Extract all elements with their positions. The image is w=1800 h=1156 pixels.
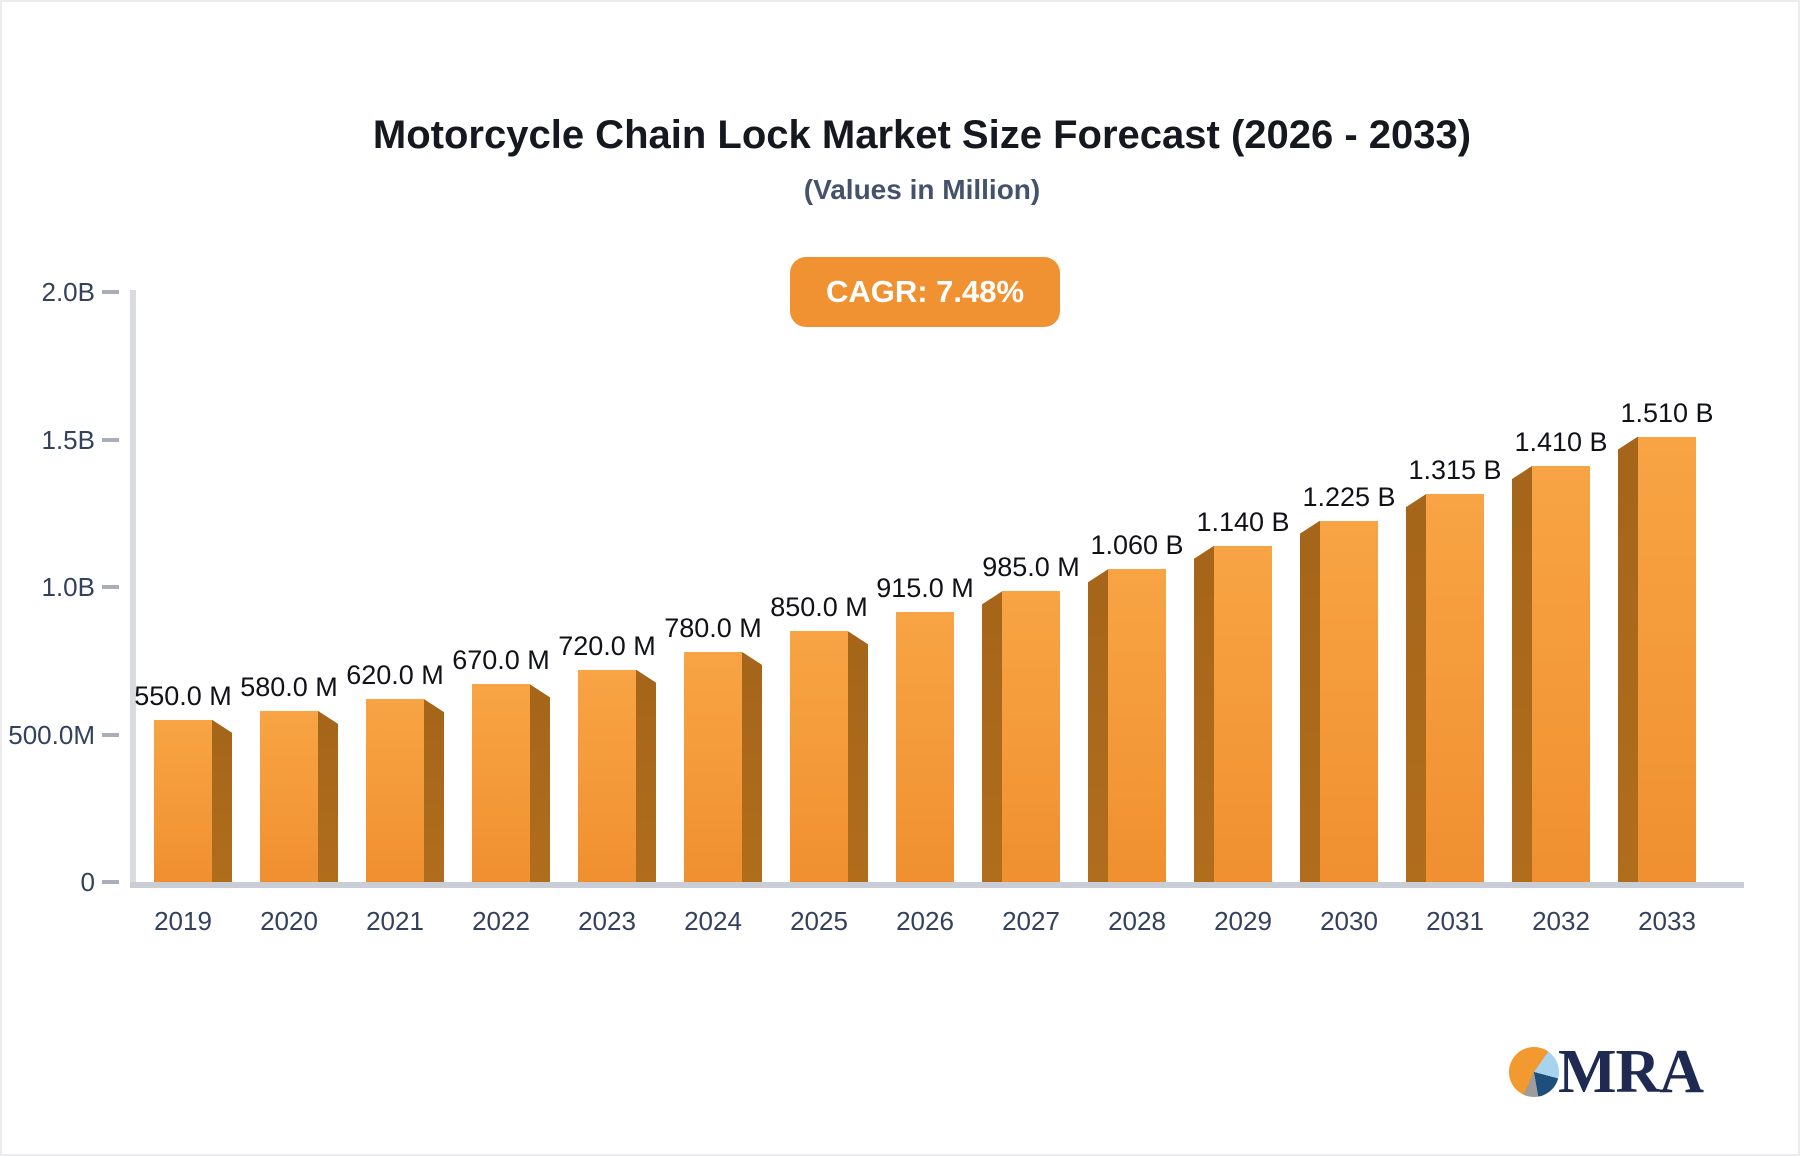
y-tick-dash [102,290,119,294]
pie-chart-icon [1509,1047,1559,1097]
x-axis-label-2031: 2031 [1426,906,1484,936]
bar-value-label: 670.0 M [452,645,550,676]
brand-logo: MRA [1506,1038,1706,1106]
bar-side-face [982,591,1002,882]
x-axis-label-2025: 2025 [790,906,848,936]
bar-side-face [1088,569,1108,882]
bar-2031 [1426,494,1484,882]
x-axis-label-2027: 2027 [1002,906,1060,936]
bar-value-label: 1.410 B [1514,427,1608,458]
bar-2029 [1214,545,1272,882]
x-axis-label-2033: 2033 [1638,906,1696,936]
bar-side-face [1512,466,1532,882]
bar-value-label: 985.0 M [982,552,1080,583]
bar-value-label: 780.0 M [664,612,762,643]
x-axis-label-2020: 2020 [260,906,318,936]
x-axis-label-2019: 2019 [154,906,212,936]
bar-2022 [472,684,530,882]
chart-subtitle: (Values in Million) [803,174,1041,205]
bar-value-label: 1.225 B [1302,481,1396,512]
x-axis-label-2024: 2024 [684,906,742,936]
bar-side-face [212,719,232,882]
cagr-badge-label: CAGR: 7.48% [825,274,1025,309]
bar-2027 [1002,591,1060,882]
bar-side-face [848,631,868,882]
bar-side-face [530,684,550,882]
bar-2020 [260,710,318,882]
y-tick-label: 1.5B [41,424,96,455]
cagr-badge: CAGR: 7.48% [790,257,1060,327]
y-tick-label: 0 [80,867,95,897]
bar-value-label: 1.060 B [1090,530,1184,561]
bar-side-face [1300,520,1320,882]
y-tick-dash [102,585,119,589]
bar-value-label: 1.140 B [1196,506,1290,537]
x-axis-label-2028: 2028 [1108,906,1166,936]
bar-2030 [1320,520,1378,882]
bar-side-face [742,651,762,882]
bar-2019 [154,719,212,882]
bar-2024 [684,651,742,882]
x-axis-label-2023: 2023 [578,906,636,936]
y-tick-label: 1.0B [41,572,96,602]
bar-side-face [1406,494,1426,882]
bar-2021 [366,699,424,882]
bar-value-label: 1.315 B [1408,455,1502,486]
x-axis-label-2021: 2021 [366,906,424,936]
x-axis-label-2026: 2026 [896,906,954,936]
y-tick-dash [102,437,119,442]
bar-value-label: 550.0 M [134,680,232,711]
bar-2026 [896,612,954,882]
x-axis-baseline [130,882,1744,888]
bar-2033 [1638,436,1696,882]
bar-value-label: 620.0 M [346,660,444,691]
bar-side-face [318,710,338,882]
bar-value-label: 720.0 M [558,630,656,661]
bar-side-face [636,669,656,882]
bar-value-label: 915.0 M [876,573,974,604]
chart-title: Motorcycle Chain Lock Market Size Foreca… [372,113,1472,157]
bar-2023 [578,669,636,882]
x-axis-label-2032: 2032 [1532,906,1590,936]
bar-side-face [424,699,444,882]
x-axis-label-2029: 2029 [1214,906,1272,936]
bar-side-face [1194,545,1214,882]
bar-value-label: 850.0 M [770,592,868,623]
bar-2032 [1532,466,1590,882]
x-axis-label-2030: 2030 [1320,906,1378,936]
y-tick-dash [102,880,119,884]
x-axis-label-2022: 2022 [472,906,530,936]
bar-2025 [790,631,848,882]
bar-value-label: 1.510 B [1620,397,1714,428]
bar-value-label: 580.0 M [240,671,338,702]
y-tick-label: 2.0B [41,277,96,307]
y-tick-label: 500.0M [8,719,95,750]
bar-side-face [1618,436,1638,882]
y-tick-dash [102,732,119,737]
bar-2028 [1108,569,1166,882]
y-axis-line [130,290,136,888]
brand-logo-text: MRA [1558,1038,1704,1106]
